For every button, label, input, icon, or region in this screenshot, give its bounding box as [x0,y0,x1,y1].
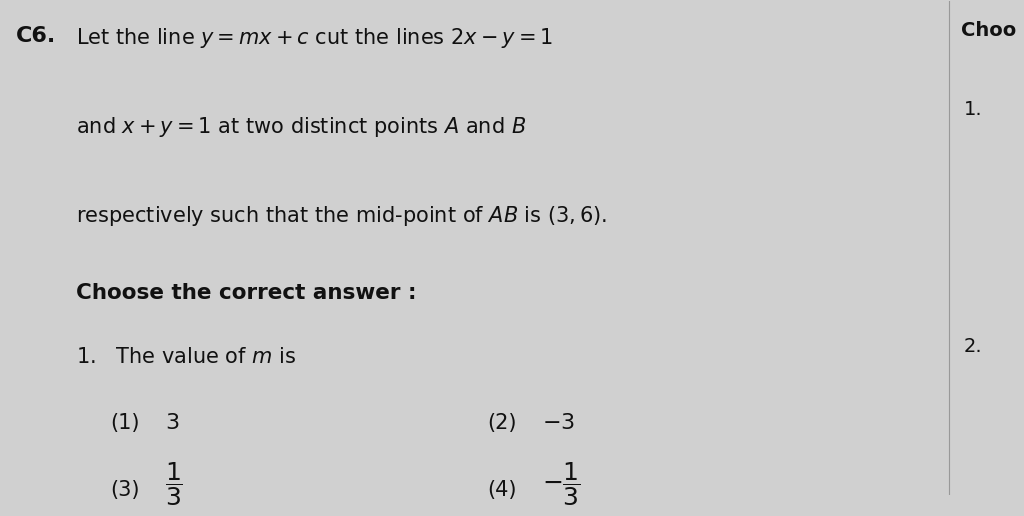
Text: Choo: Choo [961,21,1016,40]
Text: $3$: $3$ [165,413,179,433]
Text: 1.   The value of $m$ is: 1. The value of $m$ is [76,347,296,367]
Text: C6.: C6. [16,26,56,46]
Text: $\dfrac{1}{3}$: $\dfrac{1}{3}$ [165,460,183,508]
Text: Choose the correct answer :: Choose the correct answer : [76,283,417,302]
Text: $-\dfrac{1}{3}$: $-\dfrac{1}{3}$ [542,460,581,508]
Text: and $x + y = 1$ at two distinct points $A$ and $B$: and $x + y = 1$ at two distinct points $… [76,115,526,139]
Text: (3): (3) [111,480,140,500]
Text: Let the line $y = mx + c$ cut the lines $2x - y = 1$: Let the line $y = mx + c$ cut the lines … [76,26,553,50]
Text: (1): (1) [111,413,140,433]
Text: 2.: 2. [964,337,982,356]
Text: (2): (2) [487,413,517,433]
Text: respectively such that the mid-point of $AB$ is $(3, 6)$.: respectively such that the mid-point of … [76,204,607,228]
Text: $-3$: $-3$ [542,413,575,433]
Text: 1.: 1. [964,100,982,119]
Text: (4): (4) [487,480,517,500]
